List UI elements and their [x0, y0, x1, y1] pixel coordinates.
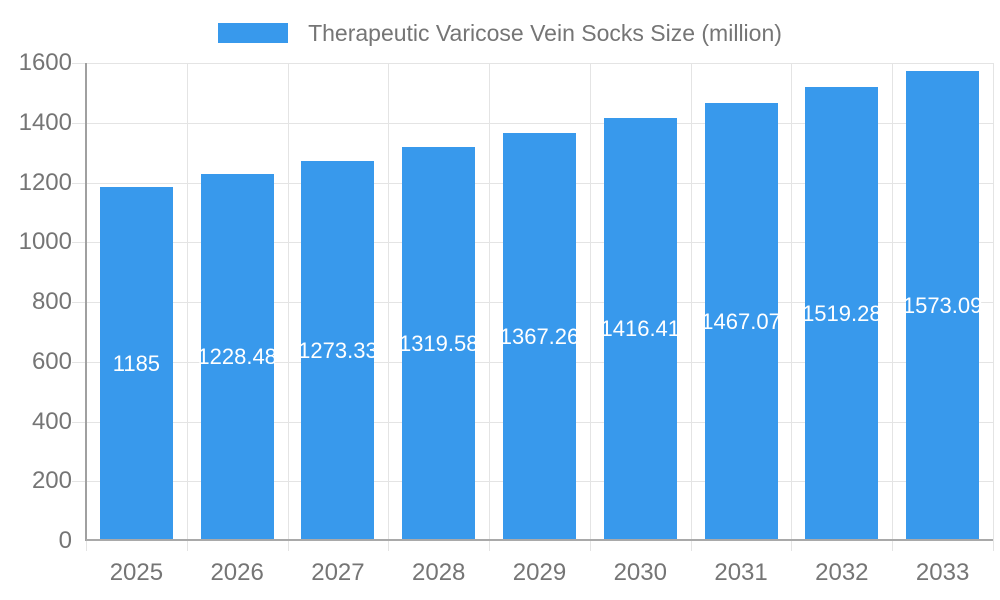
y-axis-tick — [72, 421, 86, 423]
x-axis-tick — [790, 541, 792, 551]
legend-swatch-icon — [218, 23, 289, 43]
gridline-vertical — [387, 63, 389, 541]
y-axis-tick — [72, 241, 86, 243]
x-axis-tick-label: 2030 — [613, 559, 667, 586]
y-axis-tick-label: 400 — [31, 408, 72, 435]
plot-area: 0 200 400 600 800 1000 1200 1400 1600 1185 2025 122… — [19, 49, 994, 586]
y-axis-tick — [72, 182, 86, 184]
x-axis-tick-label: 2031 — [714, 559, 768, 586]
x-axis-line — [86, 539, 993, 541]
bar-value-label: 1416.41 — [600, 316, 681, 342]
gridline-horizontal — [86, 122, 993, 124]
bar-value-label: 1367.26 — [499, 323, 580, 349]
x-axis-tick — [992, 541, 994, 551]
y-axis-tick — [72, 62, 86, 64]
bar-2025[interactable] — [99, 186, 173, 541]
gridline-vertical — [186, 63, 188, 541]
x-axis-tick-label: 2026 — [210, 559, 264, 586]
x-axis-tick-label: 2027 — [311, 559, 365, 586]
x-axis-tick — [387, 541, 389, 551]
bar-2033[interactable] — [906, 71, 980, 541]
gridline-vertical — [992, 63, 994, 541]
bar-2031[interactable] — [704, 102, 778, 541]
y-axis-tick — [72, 122, 86, 124]
x-axis-tick — [287, 541, 289, 551]
y-axis-tick-label: 1600 — [18, 49, 72, 76]
gridline-horizontal — [86, 62, 993, 64]
x-axis-tick-label: 2033 — [915, 559, 970, 586]
bar-value-label: 1467.07 — [701, 308, 781, 334]
x-axis-tick — [589, 541, 591, 551]
bar-value-label: 1185 — [112, 350, 161, 376]
legend-label: Therapeutic Varicose Vein Socks Size (mi… — [308, 19, 782, 46]
gridline-vertical — [690, 63, 692, 541]
x-axis-tick — [85, 541, 87, 551]
x-axis-tick-label: 2032 — [815, 559, 869, 586]
gridline-vertical — [891, 63, 893, 541]
bar-value-label: 1228.48 — [197, 344, 277, 370]
bar-value-label: 1519.28 — [802, 301, 882, 327]
y-axis-tick-label: 1000 — [18, 228, 72, 255]
y-axis-tick-label: 200 — [31, 467, 72, 494]
x-axis-tick-label: 2025 — [109, 559, 164, 586]
bar-value-label: 1273.33 — [298, 337, 378, 363]
bar-2028[interactable] — [402, 146, 476, 541]
y-axis-tick — [72, 361, 86, 363]
y-axis-tick-label: 1200 — [18, 169, 72, 196]
gridline-vertical — [488, 63, 490, 541]
bar-2026[interactable] — [200, 173, 274, 541]
bar-value-label: 1319.58 — [398, 330, 479, 356]
legend[interactable]: Therapeutic Varicose Vein Socks Size (mi… — [0, 20, 1000, 46]
y-axis-tick-label: 1400 — [18, 109, 72, 136]
bar-2032[interactable] — [805, 87, 879, 541]
gridline-vertical — [589, 63, 591, 541]
bar-2029[interactable] — [503, 132, 576, 541]
x-axis-tick-label: 2029 — [512, 559, 567, 586]
x-axis-tick — [488, 541, 490, 551]
y-axis-line — [85, 63, 87, 541]
gridline-vertical — [287, 63, 289, 541]
y-axis-tick-label: 600 — [31, 348, 72, 375]
y-axis-tick-label: 0 — [58, 527, 72, 554]
gridline-vertical — [790, 63, 792, 541]
x-axis-tick — [186, 541, 188, 551]
y-axis-tick-label: 800 — [31, 288, 72, 315]
bar-2027[interactable] — [301, 160, 375, 541]
x-axis-tick-label: 2028 — [412, 559, 466, 586]
y-axis-tick — [72, 301, 86, 303]
y-axis-tick — [72, 480, 86, 482]
x-axis-tick — [891, 541, 893, 551]
bar-2030[interactable] — [603, 117, 677, 541]
bar-value-label: 1573.09 — [902, 293, 983, 319]
x-axis-tick — [690, 541, 692, 551]
